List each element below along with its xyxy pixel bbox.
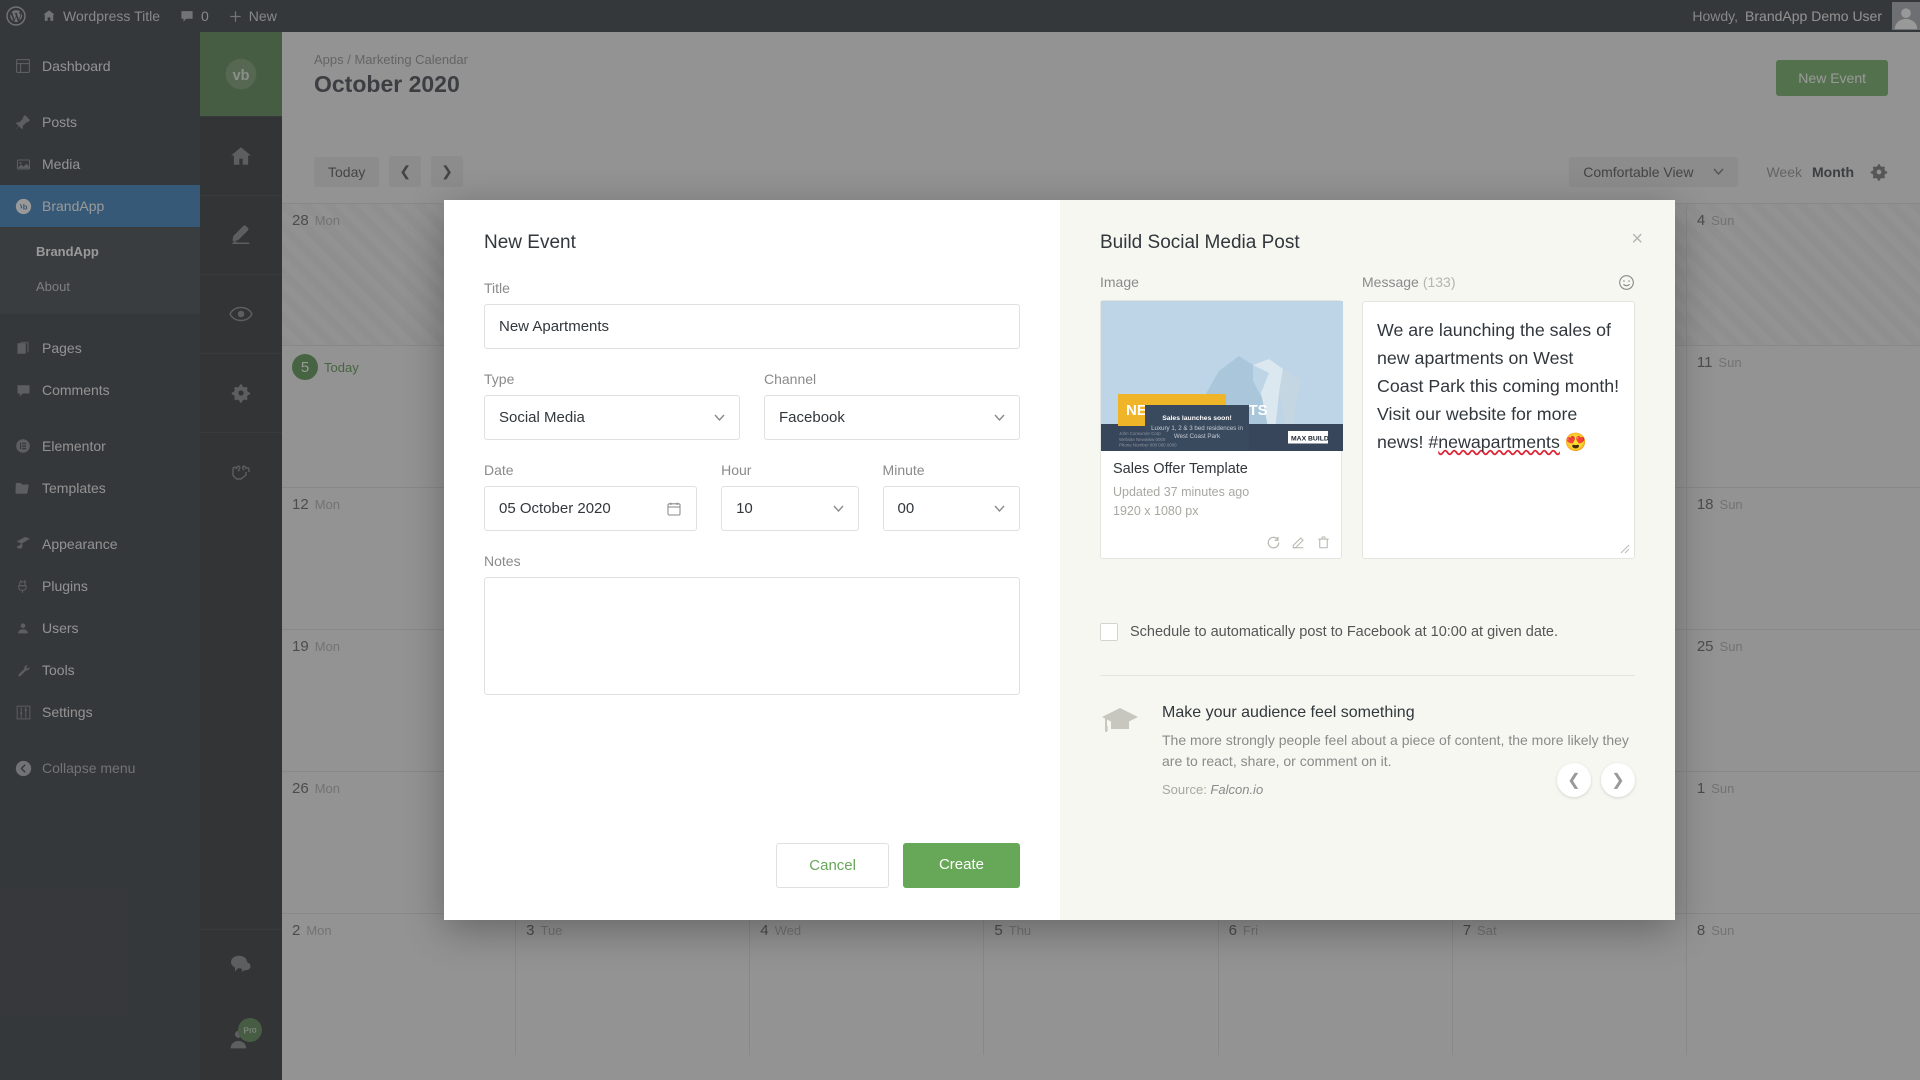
svg-text:West Coast Park: West Coast Park <box>1174 433 1221 440</box>
svg-text:Phone Number 000 000 0000: Phone Number 000 000 0000 <box>1119 443 1177 448</box>
svg-text:John Consumer Corp: John Consumer Corp <box>1119 431 1161 436</box>
svg-text:Website Newwww 0000: Website Newwww 0000 <box>1119 437 1166 442</box>
svg-text:Sales launches soon!: Sales launches soon! <box>1162 415 1232 422</box>
svg-text:Luxury 1, 2 & 3 bed residences: Luxury 1, 2 & 3 bed residences in <box>1151 425 1243 432</box>
svg-text:MAX BUILD: MAX BUILD <box>1291 436 1329 443</box>
